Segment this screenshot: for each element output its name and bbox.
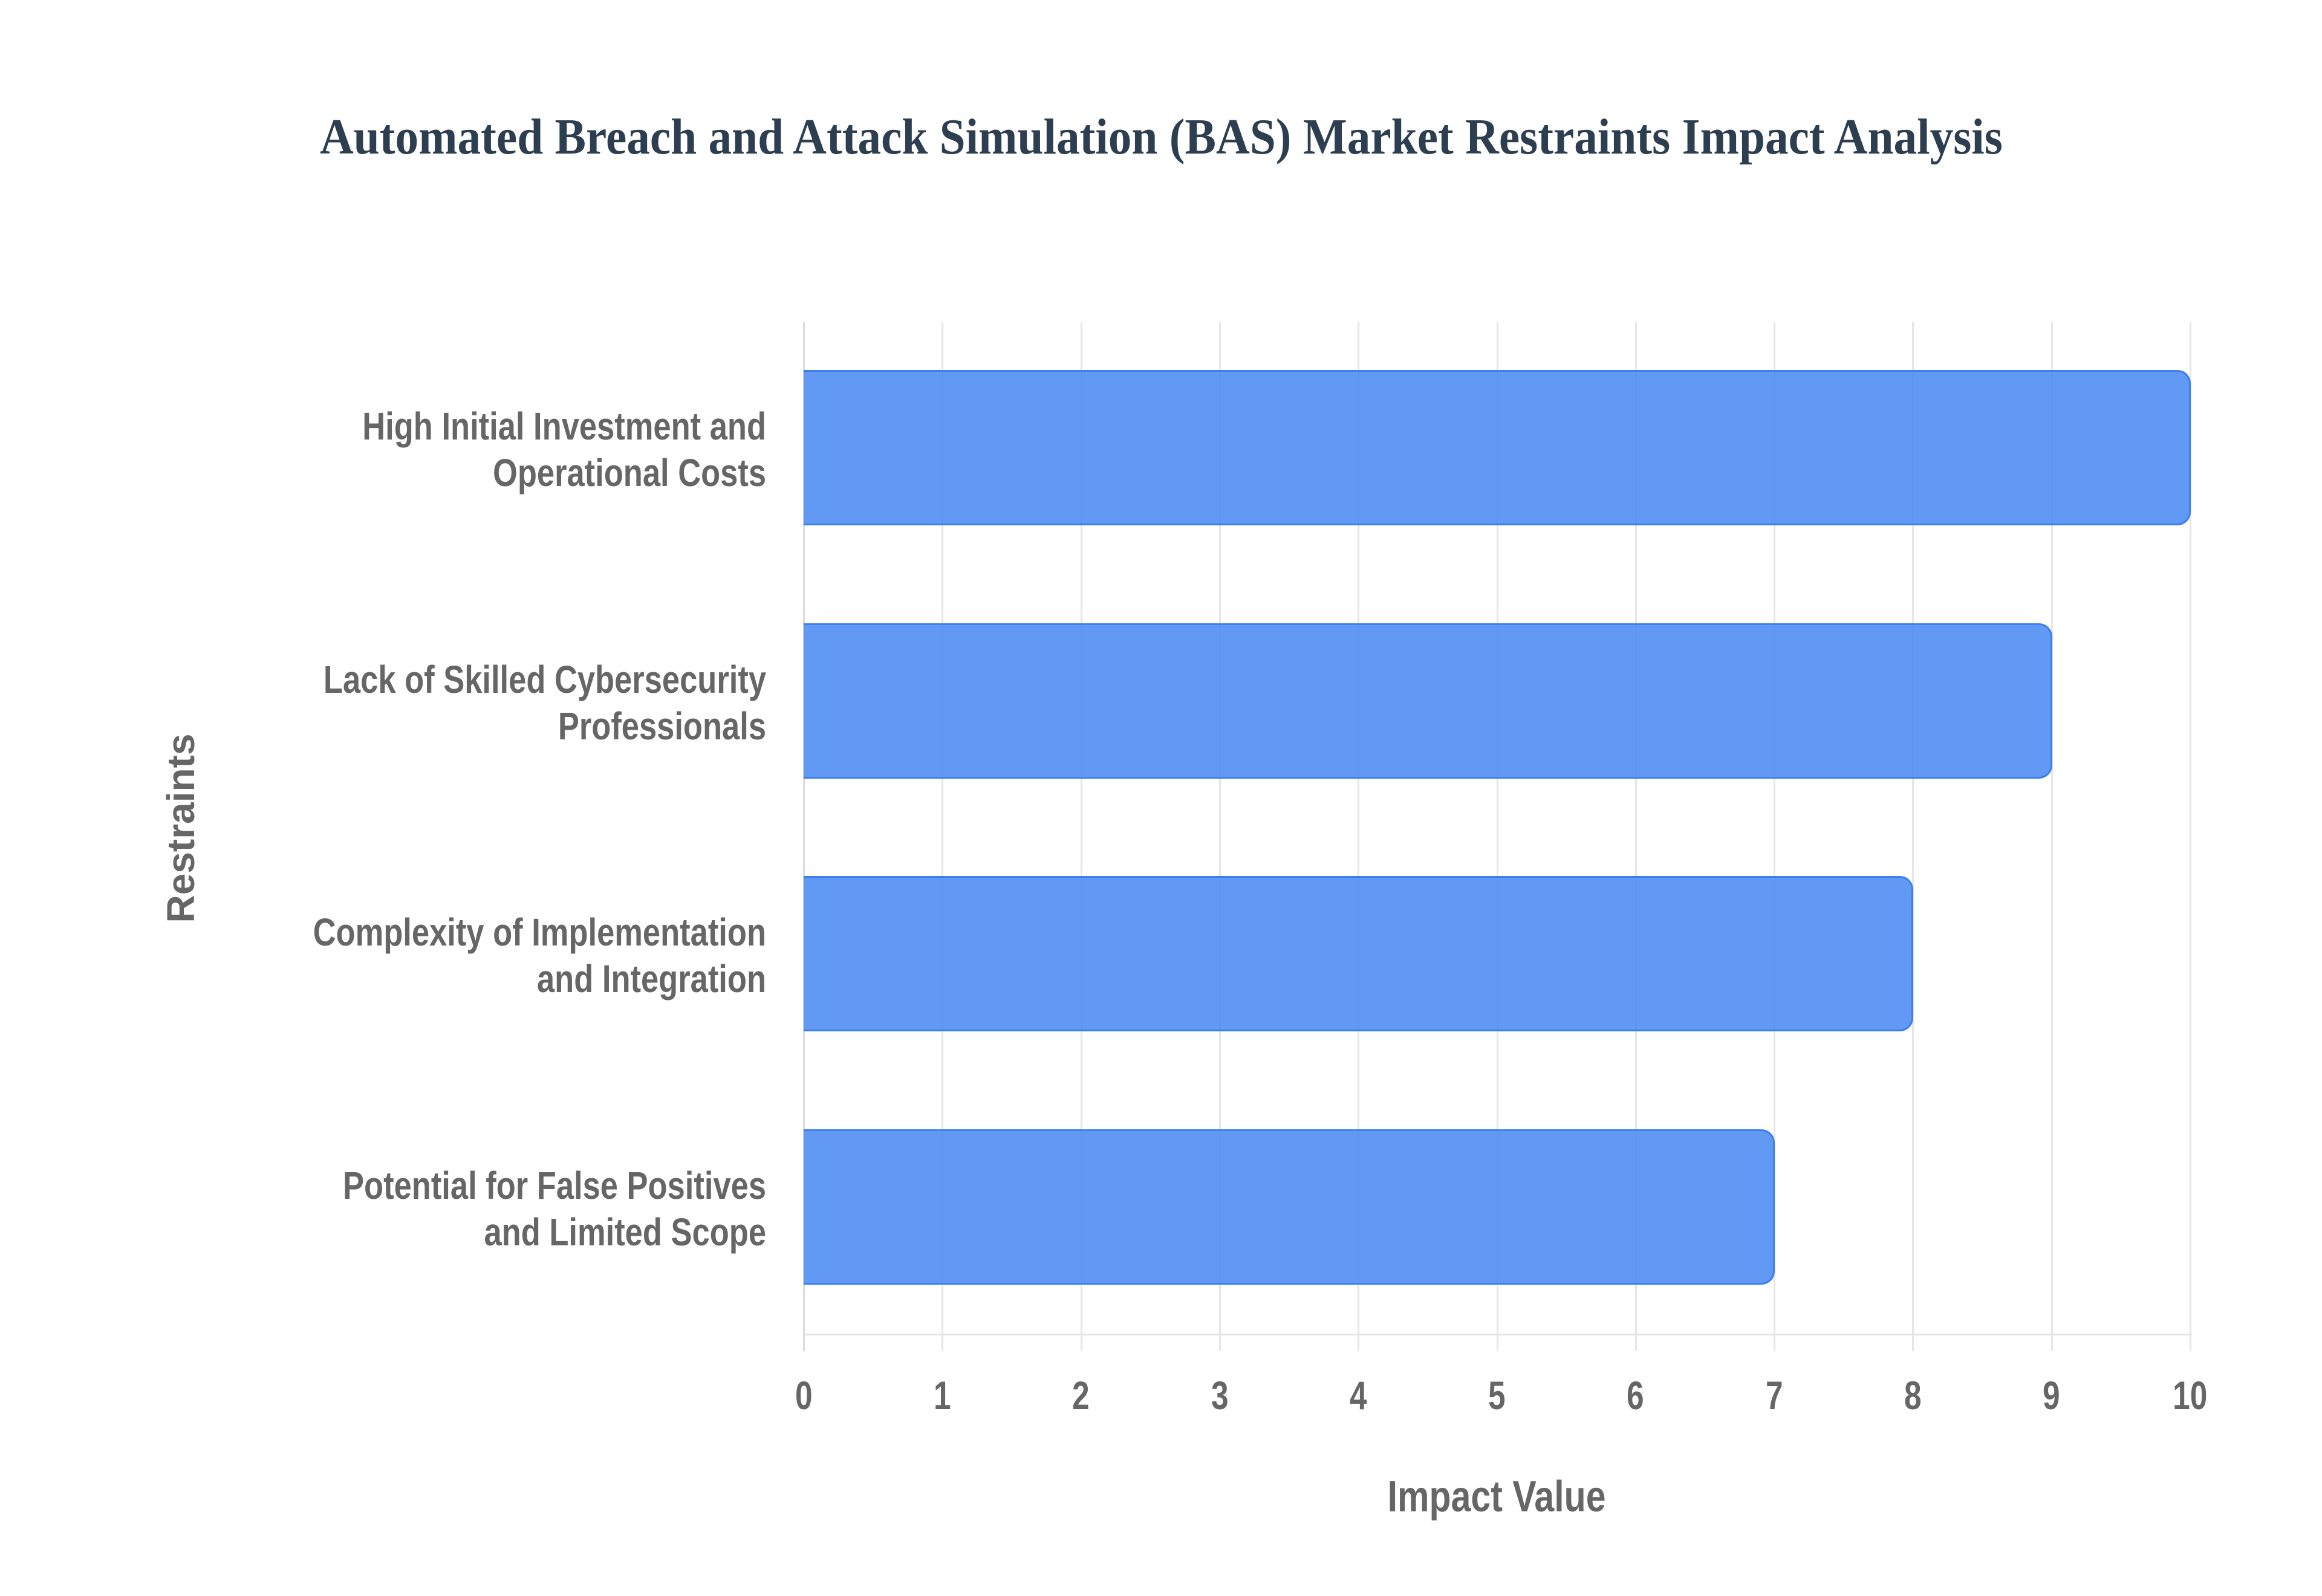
bar[interactable] bbox=[804, 1129, 1775, 1285]
x-axis-title: Impact Value bbox=[804, 1472, 2190, 1522]
gridline bbox=[2050, 322, 2053, 1351]
x-tick-label: 5 bbox=[1488, 1373, 1506, 1418]
gridline bbox=[1080, 322, 1082, 1351]
gridline bbox=[1358, 322, 1360, 1351]
x-axis-title-text: Impact Value bbox=[1388, 1473, 1606, 1521]
y-tick-label: Lack of Skilled Cybersecurity Professiona… bbox=[323, 657, 766, 748]
gridline bbox=[2190, 322, 2191, 1351]
x-tick-label: 9 bbox=[2043, 1373, 2061, 1418]
y-axis-title: Restraints bbox=[159, 733, 203, 923]
bar[interactable] bbox=[804, 370, 2191, 525]
y-tick-label: High Initial Investment and Operational C… bbox=[362, 404, 766, 495]
gridline bbox=[1912, 322, 1914, 1351]
gridline bbox=[1496, 322, 1498, 1351]
gridline bbox=[1634, 322, 1637, 1351]
gridline bbox=[941, 322, 944, 1351]
x-tick-label: 4 bbox=[1349, 1373, 1367, 1418]
y-tick-label: Complexity of Implementation and Integrat… bbox=[313, 910, 766, 1001]
plot-area bbox=[803, 322, 2192, 1351]
gridline bbox=[1218, 322, 1221, 1351]
x-tick-label: 7 bbox=[1765, 1373, 1783, 1418]
y-tick-label: Potential for False Positives and Limited… bbox=[343, 1163, 766, 1254]
bar[interactable] bbox=[804, 623, 2052, 779]
chart-title-text: Automated Breach and Attack Simulation (… bbox=[319, 109, 2003, 165]
x-tick-label: 3 bbox=[1211, 1373, 1229, 1418]
x-tick-label: 8 bbox=[1904, 1373, 1922, 1418]
x-tick-label: 1 bbox=[933, 1373, 951, 1418]
x-tick-label: 0 bbox=[795, 1373, 813, 1418]
x-tick-label: 6 bbox=[1627, 1373, 1645, 1418]
chart-title: Automated Breach and Attack Simulation (… bbox=[0, 108, 2322, 166]
x-tick-label: 2 bbox=[1072, 1373, 1090, 1418]
bar[interactable] bbox=[804, 876, 1914, 1031]
x-tick-label: 10 bbox=[2173, 1373, 2208, 1418]
y-axis-line bbox=[803, 322, 805, 1351]
gridline bbox=[1774, 322, 1776, 1351]
